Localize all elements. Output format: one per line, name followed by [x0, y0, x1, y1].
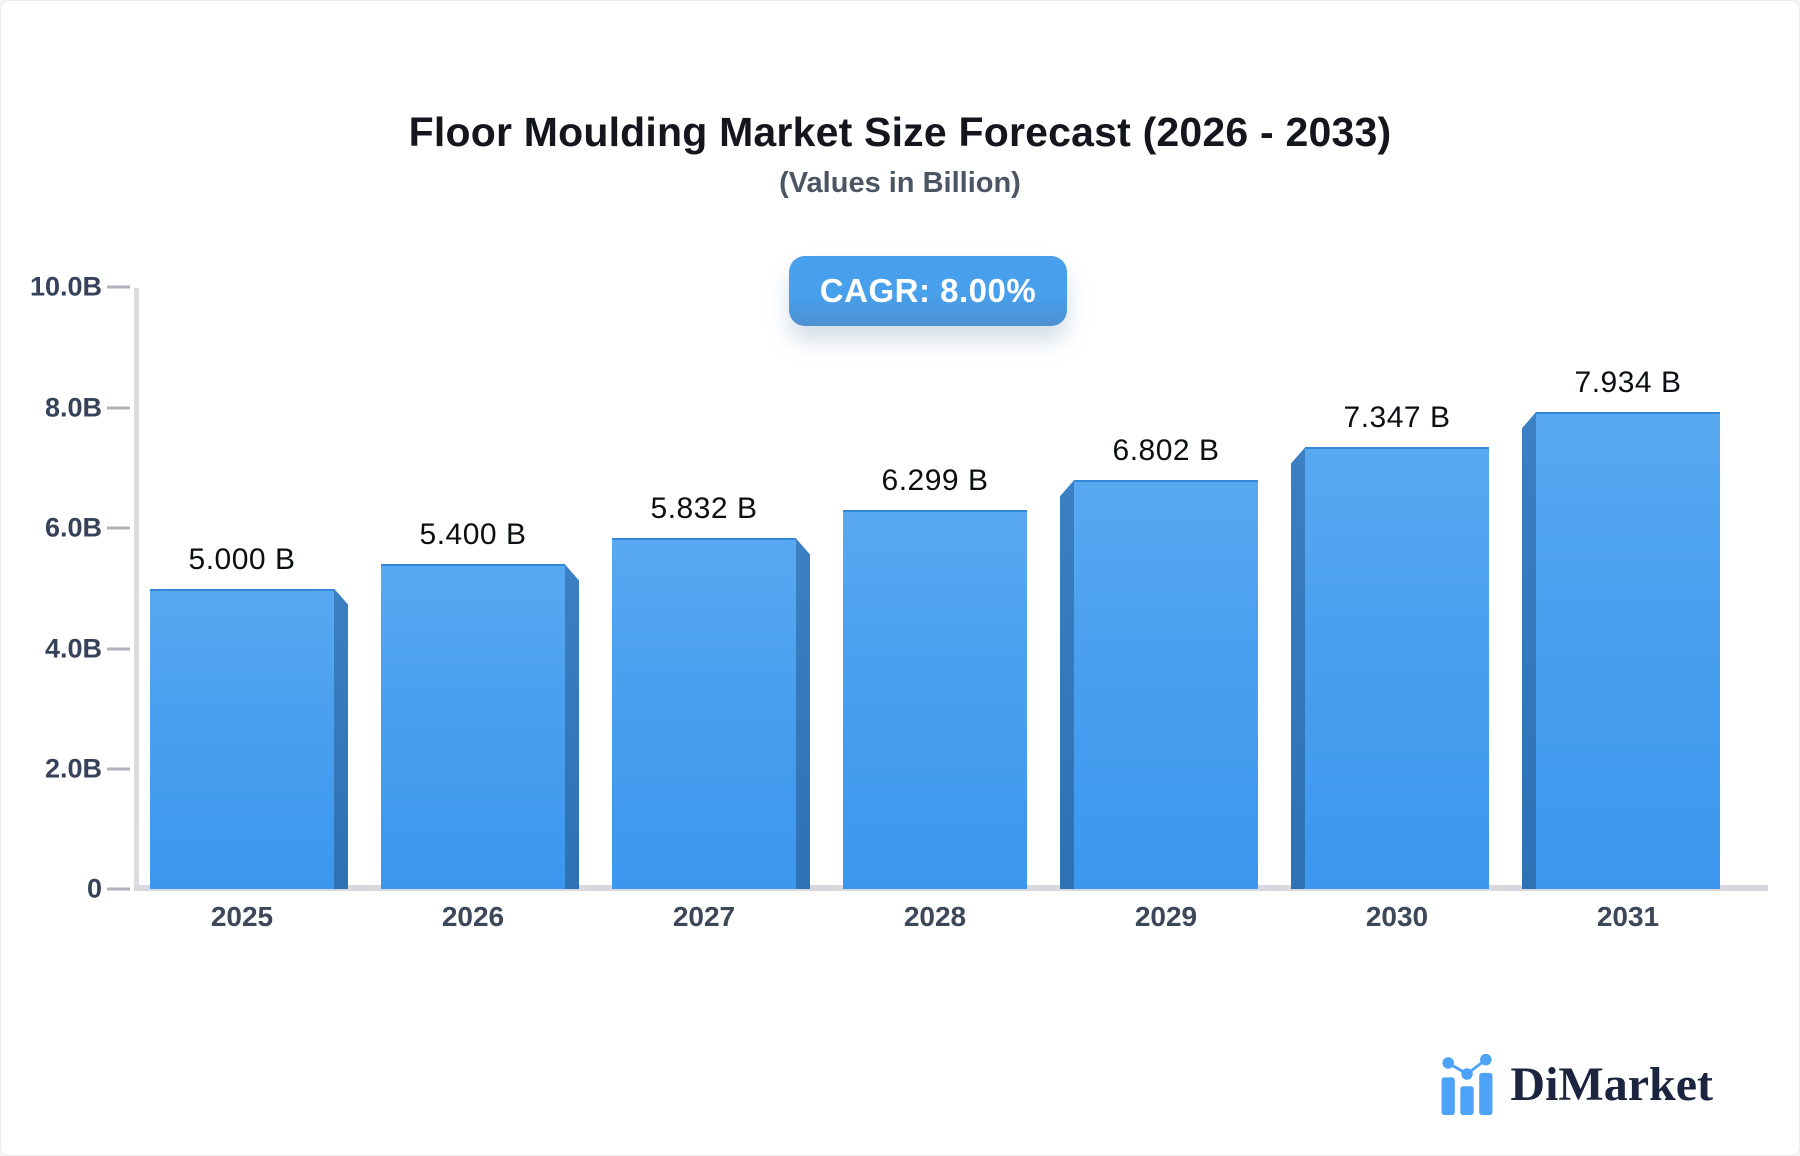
chart-title: Floor Moulding Market Size Forecast (202… — [408, 109, 1392, 155]
y-axis-tick-mark — [107, 647, 130, 651]
y-axis-tick-label: 10.0B — [29, 271, 102, 302]
y-axis-tick-mark — [107, 887, 130, 891]
bar-3d-side — [334, 588, 348, 889]
x-axis-label: 2031 — [1596, 901, 1660, 932]
x-axis-label: 2027 — [672, 901, 736, 932]
bar-value-label: 6.802 B — [1112, 434, 1220, 468]
y-axis-line — [134, 288, 139, 889]
bar-2028 — [843, 510, 1027, 889]
bar-2026 — [381, 564, 565, 889]
brand-logo: DiMarket — [1438, 1053, 1713, 1115]
y-axis-tick-mark — [107, 285, 130, 289]
bar-3d-side — [565, 564, 579, 889]
bar-3d-side — [1522, 412, 1536, 889]
chart-subtitle: (Values in Billion) — [779, 167, 1021, 199]
bar-3d-side — [1060, 480, 1074, 889]
bar-value-label: 7.934 B — [1574, 366, 1682, 400]
x-axis-label: 2029 — [1134, 901, 1198, 932]
y-axis-tick-label: 8.0B — [44, 392, 102, 423]
bar-3d-side — [796, 538, 810, 889]
bar-2029 — [1074, 480, 1258, 889]
y-axis-tick-mark — [107, 406, 130, 410]
mini-bar-chart-logo-icon — [1441, 1053, 1493, 1115]
x-axis-label: 2025 — [210, 901, 274, 932]
bar-3d-side — [1291, 447, 1305, 889]
y-axis-tick-label: 6.0B — [44, 512, 102, 543]
brand-logo-text: DiMarket — [1510, 1057, 1713, 1111]
y-axis-tick-label: 2.0B — [44, 753, 102, 784]
y-axis-tick-mark — [107, 526, 130, 530]
x-axis-label: 2028 — [903, 901, 967, 932]
bar-value-label: 6.299 B — [881, 464, 989, 498]
bar-2027 — [612, 538, 796, 889]
bar-2031 — [1536, 412, 1720, 889]
bar-2025 — [150, 588, 334, 889]
bar-value-label: 5.400 B — [419, 518, 527, 552]
bar-value-label: 7.347 B — [1343, 401, 1451, 435]
bar-2030 — [1305, 447, 1489, 889]
bar-value-label: 5.832 B — [650, 492, 758, 526]
bar-value-label: 5.000 B — [188, 542, 296, 576]
y-axis-tick-label: 0 — [86, 873, 102, 904]
x-axis-label: 2030 — [1365, 901, 1429, 932]
cagr-badge-label: CAGR: 8.00% — [819, 272, 1037, 309]
y-axis-tick-label: 4.0B — [44, 633, 102, 664]
y-axis-tick-mark — [107, 767, 130, 771]
cagr-badge: CAGR: 8.00% — [789, 256, 1067, 326]
x-axis-label: 2026 — [441, 901, 505, 932]
